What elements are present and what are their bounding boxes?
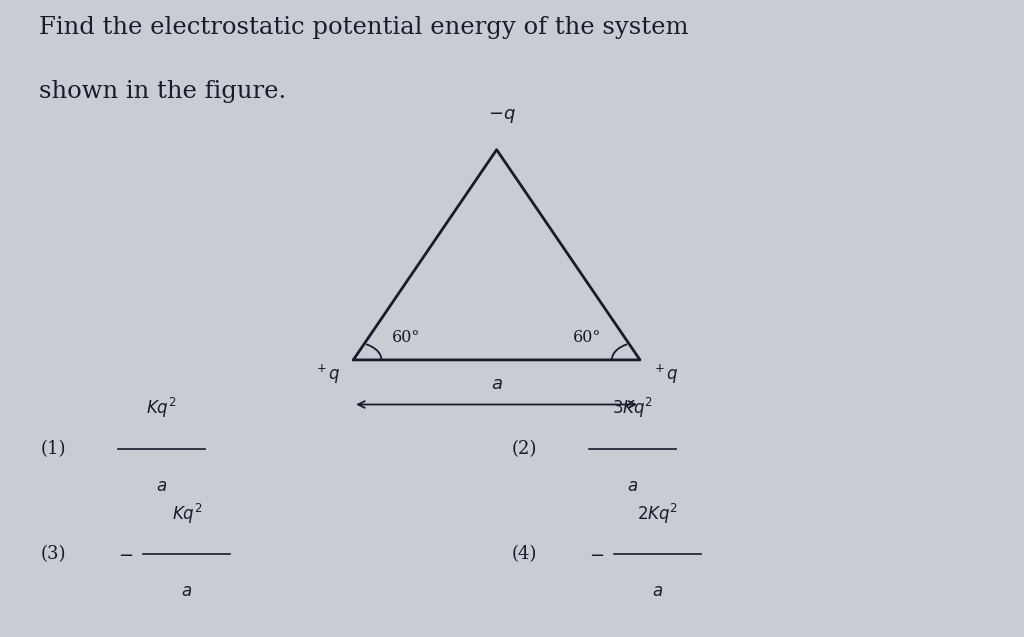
- Text: $a$: $a$: [652, 583, 664, 600]
- Text: (4): (4): [512, 545, 538, 563]
- Text: $-$: $-$: [589, 545, 604, 563]
- Text: $3Kq^2$: $3Kq^2$: [611, 396, 653, 420]
- Text: 60°: 60°: [392, 329, 421, 346]
- Text: (2): (2): [512, 440, 538, 458]
- Text: $a$: $a$: [156, 478, 167, 495]
- Text: $^+q$: $^+q$: [652, 363, 679, 387]
- Text: $^+q$: $^+q$: [314, 363, 341, 387]
- Text: shown in the figure.: shown in the figure.: [39, 80, 286, 103]
- Text: $a$: $a$: [490, 375, 503, 393]
- Text: $-$: $-$: [118, 545, 133, 563]
- Text: Find the electrostatic potential energy of the system: Find the electrostatic potential energy …: [39, 16, 688, 39]
- Text: (1): (1): [41, 440, 67, 458]
- Text: $-q$: $-q$: [487, 108, 516, 125]
- Text: 60°: 60°: [572, 329, 601, 346]
- Text: $Kq^2$: $Kq^2$: [172, 501, 202, 526]
- Text: (3): (3): [41, 545, 67, 563]
- Text: $a$: $a$: [181, 583, 193, 600]
- Text: $Kq^2$: $Kq^2$: [146, 396, 176, 420]
- Text: $a$: $a$: [627, 478, 638, 495]
- Text: $2Kq^2$: $2Kq^2$: [637, 501, 679, 526]
